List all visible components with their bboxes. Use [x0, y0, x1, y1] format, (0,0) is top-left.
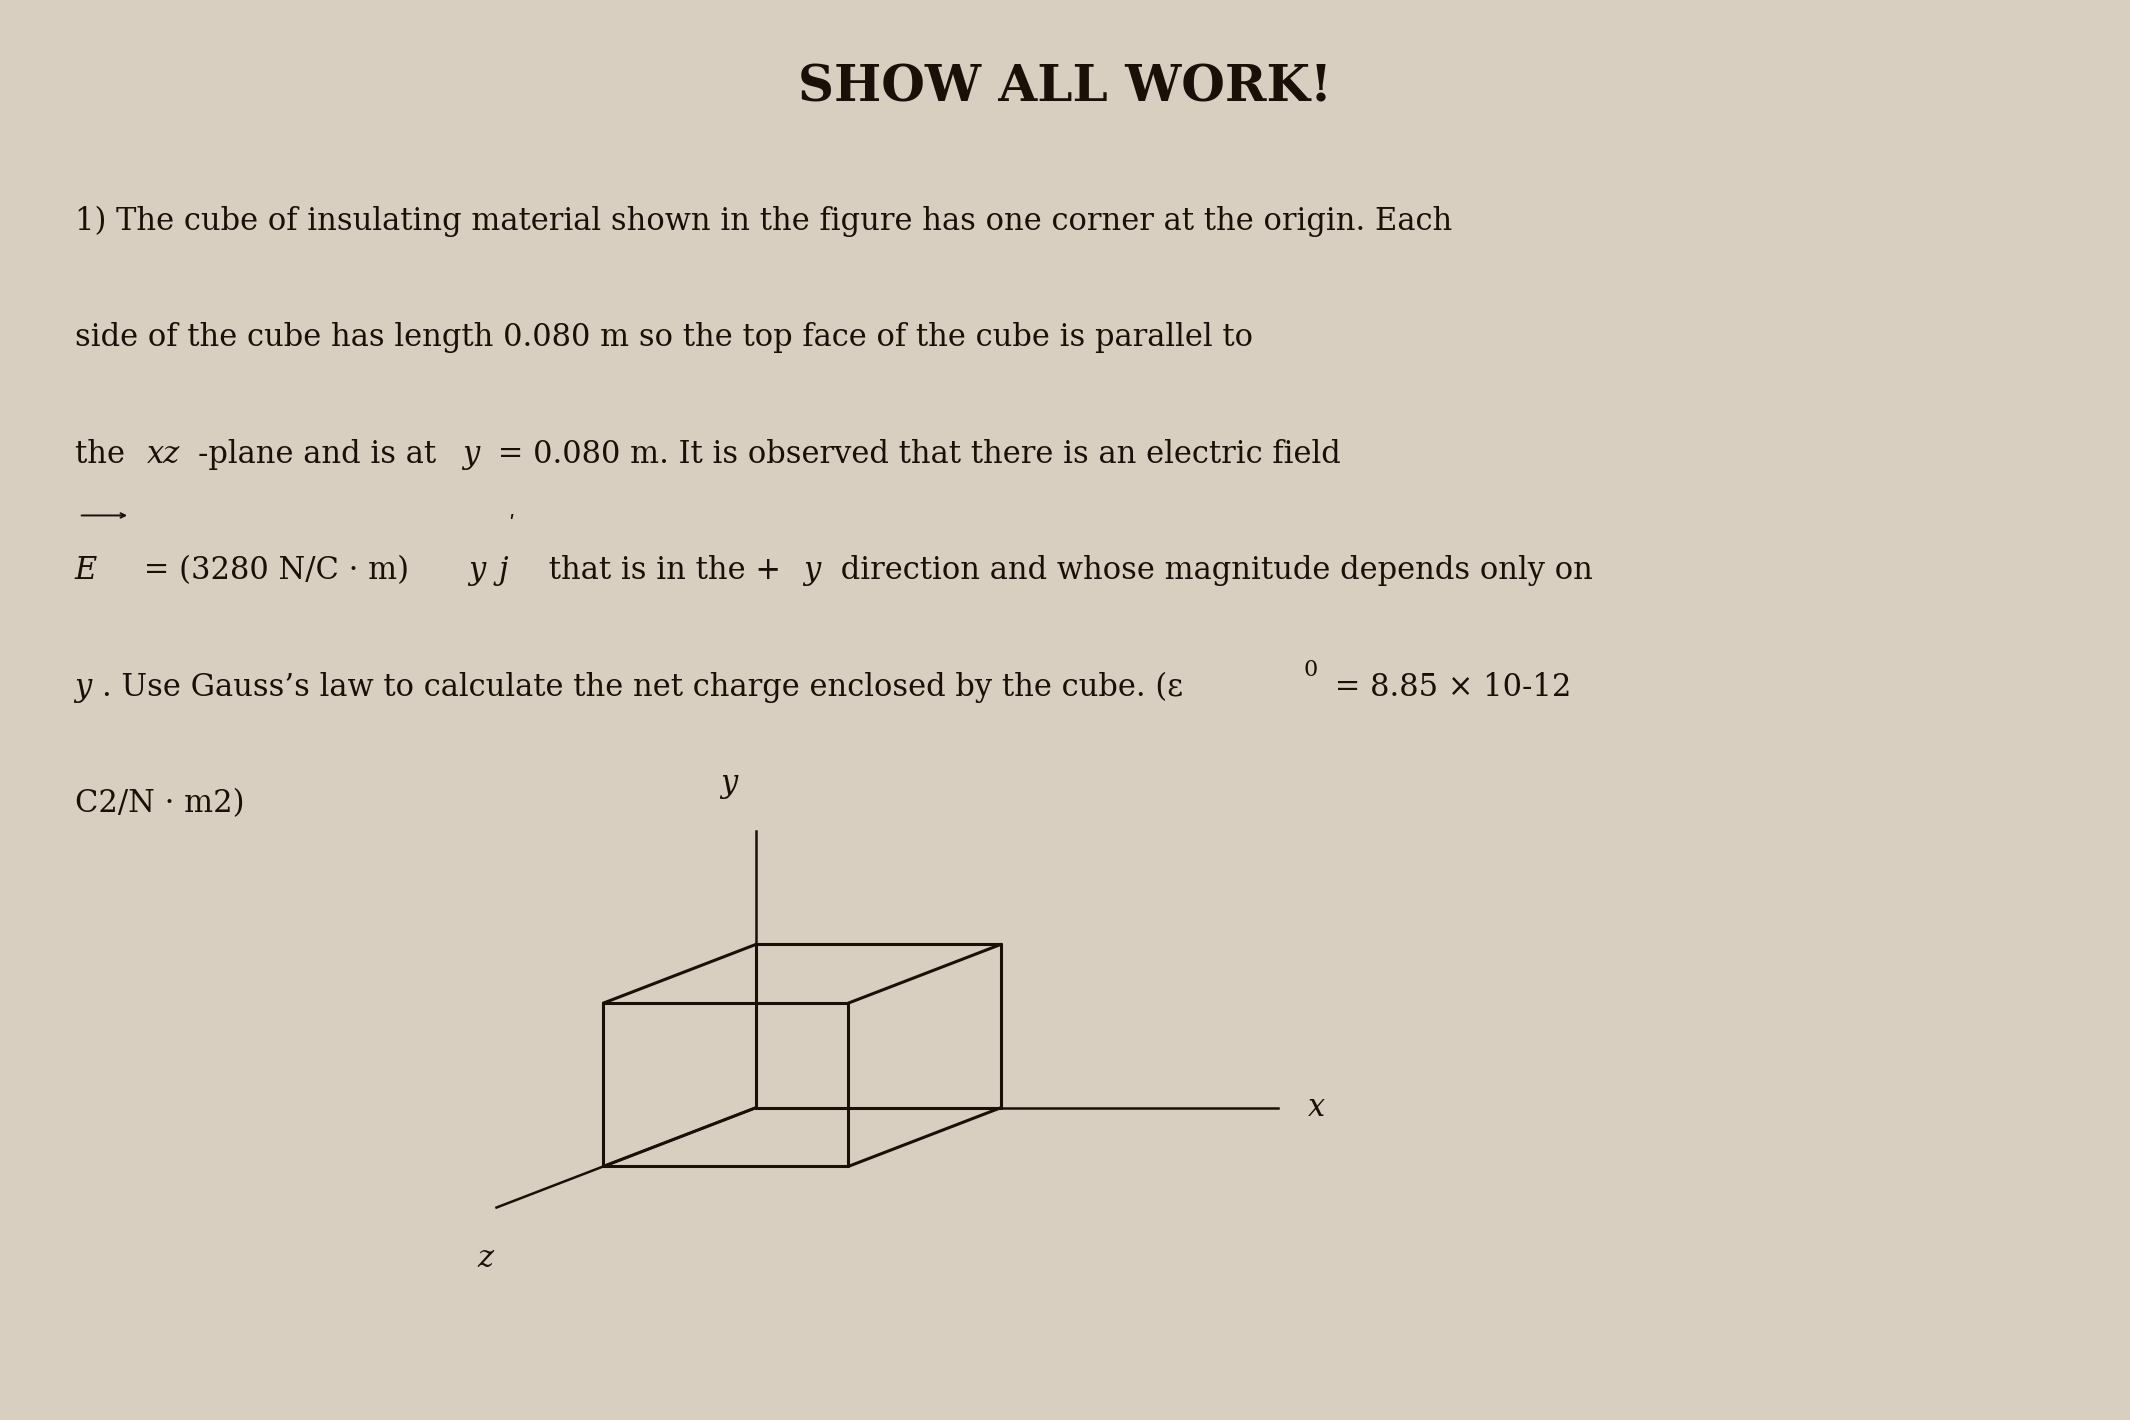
- Text: direction and whose magnitude depends only on: direction and whose magnitude depends on…: [831, 555, 1593, 586]
- Text: SHOW ALL WORK!: SHOW ALL WORK!: [799, 64, 1331, 114]
- Text: j: j: [498, 555, 507, 586]
- Text: the: the: [75, 439, 134, 470]
- Text: x: x: [1308, 1092, 1325, 1123]
- Text: C2/N · m2): C2/N · m2): [75, 788, 245, 819]
- Text: . Use Gauss’s law to calculate the net charge enclosed by the cube. (ε: . Use Gauss’s law to calculate the net c…: [102, 672, 1184, 703]
- Text: = (3280 N/C · m): = (3280 N/C · m): [134, 555, 409, 586]
- Text: side of the cube has length 0.080 m so the top face of the cube is parallel to: side of the cube has length 0.080 m so t…: [75, 322, 1252, 354]
- Text: that is in the +: that is in the +: [539, 555, 782, 586]
- Text: y: y: [462, 439, 479, 470]
- Text: y: y: [75, 672, 92, 703]
- Text: xz: xz: [147, 439, 181, 470]
- Text: ʹ: ʹ: [507, 515, 513, 537]
- Text: = 0.080 m. It is observed that there is an electric field: = 0.080 m. It is observed that there is …: [488, 439, 1340, 470]
- Text: 1) The cube of insulating material shown in the figure has one corner at the ori: 1) The cube of insulating material shown…: [75, 206, 1453, 237]
- Text: 0: 0: [1304, 659, 1318, 680]
- Text: y: y: [720, 768, 737, 799]
- Text: = 8.85 × 10-12: = 8.85 × 10-12: [1325, 672, 1572, 703]
- Text: -plane and is at: -plane and is at: [198, 439, 445, 470]
- Text: y: y: [803, 555, 820, 586]
- Text: y: y: [469, 555, 486, 586]
- Text: z: z: [477, 1242, 494, 1274]
- Text: E: E: [75, 555, 96, 586]
